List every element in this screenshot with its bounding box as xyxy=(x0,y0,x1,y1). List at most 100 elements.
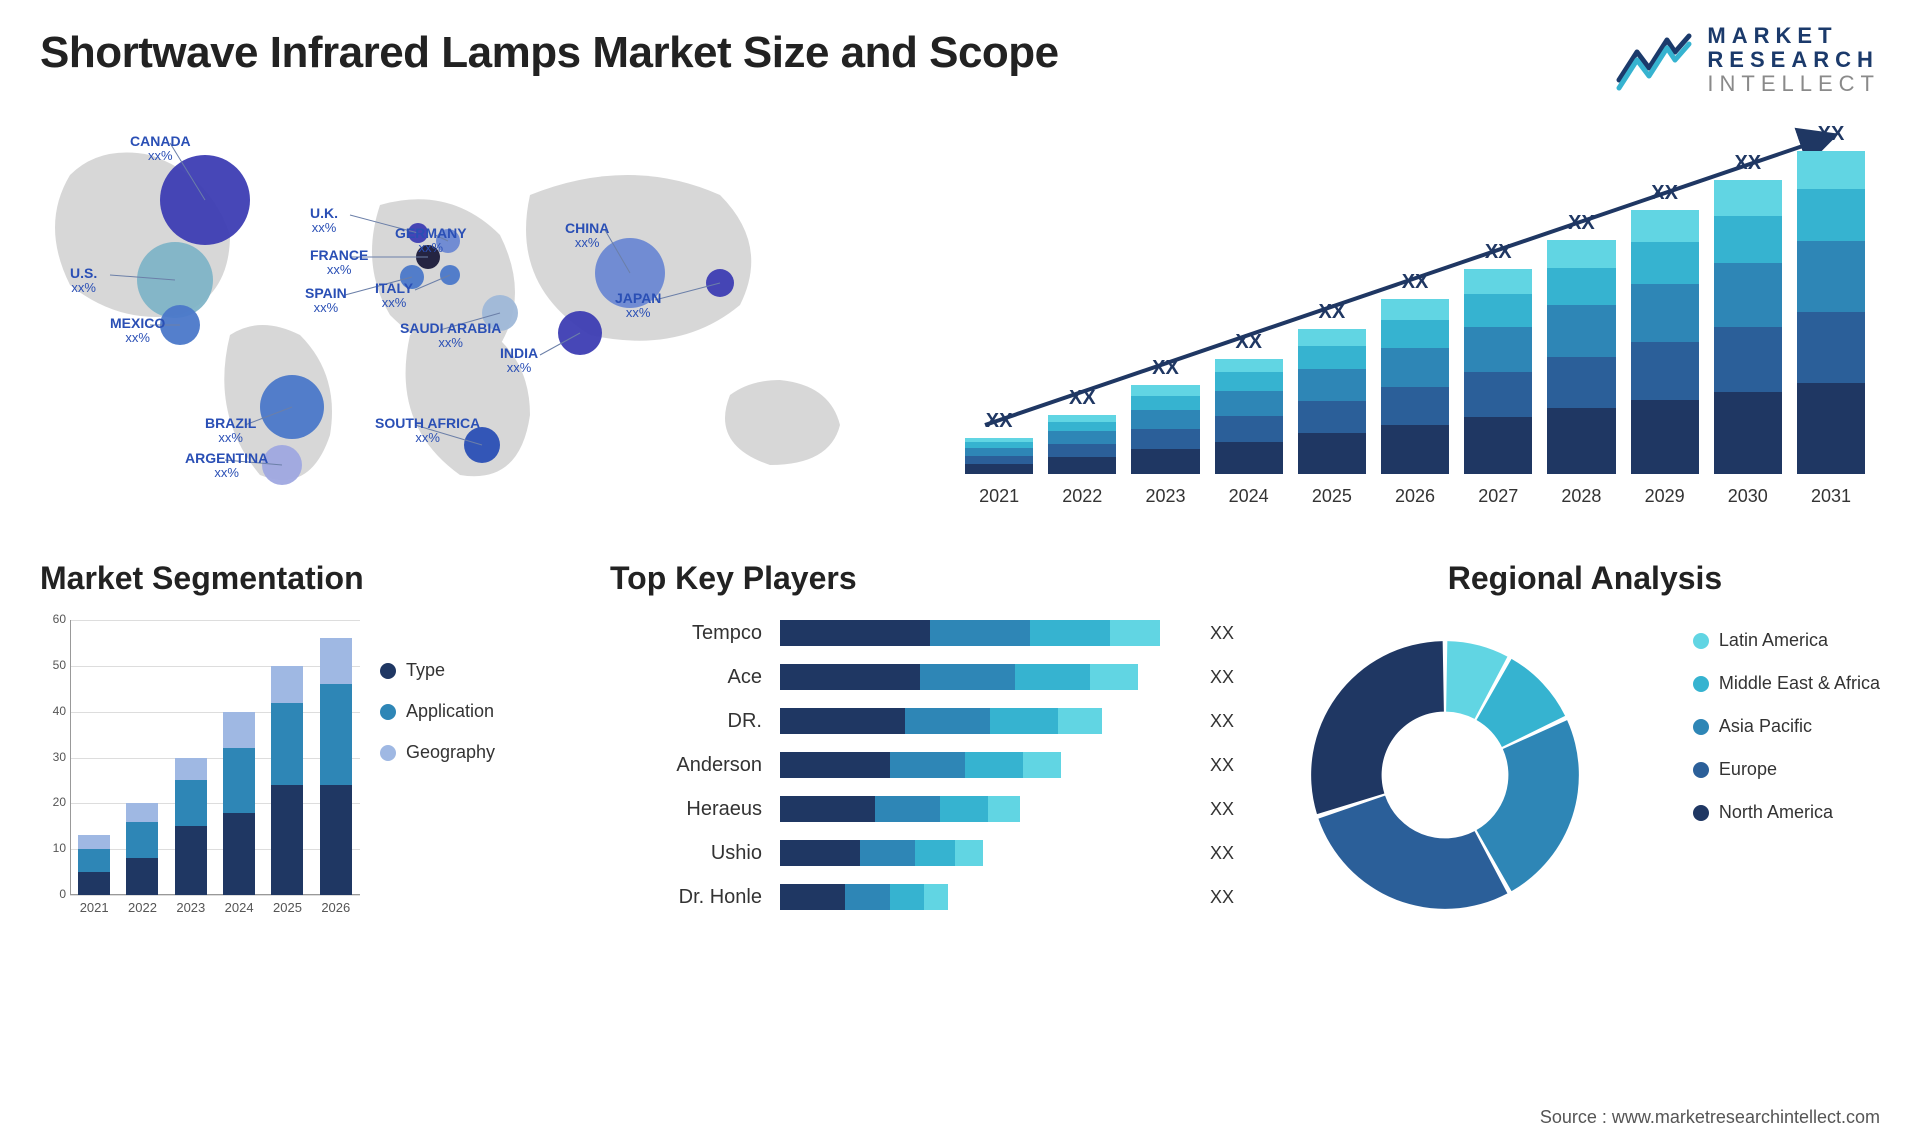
seg-y-tick: 10 xyxy=(40,841,66,855)
legend-label: Europe xyxy=(1719,759,1777,780)
seg-y-tick: 20 xyxy=(40,795,66,809)
tkp-name: DR. xyxy=(610,710,780,733)
seg-y-tick: 40 xyxy=(40,704,66,718)
tkp-value: XX xyxy=(1200,755,1250,776)
seg-seg-type xyxy=(223,813,255,896)
tkp-seg xyxy=(1015,664,1090,690)
seg-seg-type xyxy=(78,872,110,895)
tkp-seg xyxy=(890,884,924,910)
tkp-seg xyxy=(780,752,890,778)
growth-bar-label: XX xyxy=(1714,152,1782,175)
seg-bar-2022 xyxy=(126,803,158,895)
seg-seg-type xyxy=(271,785,303,895)
growth-seg xyxy=(1464,372,1532,417)
growth-seg xyxy=(1547,357,1615,409)
growth-seg xyxy=(1298,401,1366,433)
growth-seg xyxy=(1714,392,1782,474)
tkp-seg xyxy=(905,708,990,734)
tkp-name: Heraeus xyxy=(610,798,780,821)
growth-seg xyxy=(1215,416,1283,441)
tkp-name: Ace xyxy=(610,666,780,689)
growth-x-tick: 2023 xyxy=(1131,480,1199,510)
seg-seg-type xyxy=(126,858,158,895)
segmentation-legend: TypeApplicationGeography xyxy=(380,660,495,763)
tkp-seg xyxy=(780,664,920,690)
growth-seg xyxy=(1298,369,1366,401)
legend-label: Geography xyxy=(406,742,495,763)
tkp-seg xyxy=(1090,664,1138,690)
seg-bar-2021 xyxy=(78,835,110,895)
growth-seg xyxy=(1131,396,1199,410)
growth-seg xyxy=(1631,342,1699,400)
growth-seg xyxy=(1381,348,1449,386)
tkp-seg xyxy=(1023,752,1061,778)
map-label-u-s-: U.S.xx% xyxy=(70,265,97,296)
seg-bar-2024 xyxy=(223,712,255,895)
growth-x-tick: 2028 xyxy=(1547,480,1615,510)
growth-bar-label: XX xyxy=(1298,301,1366,324)
growth-seg xyxy=(1631,400,1699,474)
map-label-spain: SPAINxx% xyxy=(305,285,347,316)
tkp-seg xyxy=(930,620,1030,646)
growth-seg xyxy=(965,448,1033,456)
reg-legend-item: Europe xyxy=(1693,759,1880,780)
seg-seg-application xyxy=(175,780,207,826)
source-line: Source : www.marketresearchintellect.com xyxy=(1540,1107,1880,1128)
legend-label: Latin America xyxy=(1719,630,1828,651)
tkp-name: Ushio xyxy=(610,842,780,865)
growth-seg xyxy=(1547,268,1615,305)
tkp-value: XX xyxy=(1200,711,1250,732)
tkp-bar xyxy=(780,664,1200,690)
seg-seg-application xyxy=(271,703,303,786)
tkp-value: XX xyxy=(1200,623,1250,644)
seg-seg-geography xyxy=(78,835,110,849)
growth-seg xyxy=(1631,210,1699,242)
growth-seg xyxy=(1048,431,1116,444)
tkp-bar xyxy=(780,796,1200,822)
growth-bar-2027: XX xyxy=(1464,269,1532,474)
page-title: Shortwave Infrared Lamps Market Size and… xyxy=(40,28,1059,78)
growth-seg xyxy=(1131,410,1199,430)
tkp-seg xyxy=(780,796,875,822)
map-label-france: FRANCExx% xyxy=(310,247,368,278)
tkp-seg xyxy=(924,884,948,910)
regional-analysis: Regional Analysis Latin AmericaMiddle Ea… xyxy=(1290,560,1880,940)
growth-bar-2021: XX xyxy=(965,438,1033,474)
tkp-value: XX xyxy=(1200,843,1250,864)
top-key-players: Top Key Players TempcoXXAceXXDR.XXAnders… xyxy=(610,560,1250,940)
segmentation-title: Market Segmentation xyxy=(40,560,560,597)
growth-seg xyxy=(1131,429,1199,449)
reg-legend-item: North America xyxy=(1693,802,1880,823)
donut-slice xyxy=(1318,796,1507,909)
tkp-name: Dr. Honle xyxy=(610,886,780,909)
growth-seg xyxy=(1714,180,1782,215)
tkp-bar xyxy=(780,752,1200,778)
logo-text-2: RESEARCH xyxy=(1707,48,1880,72)
growth-seg xyxy=(1381,320,1449,348)
market-segmentation: Market Segmentation 20212022202320242025… xyxy=(40,560,560,940)
map-label-italy: ITALYxx% xyxy=(375,280,413,311)
tkp-seg xyxy=(890,752,965,778)
growth-seg xyxy=(1215,442,1283,474)
map-label-south-africa: SOUTH AFRICAxx% xyxy=(375,415,480,446)
growth-bar-2031: XX xyxy=(1797,151,1865,474)
growth-x-tick: 2022 xyxy=(1048,480,1116,510)
growth-bar-2023: XX xyxy=(1131,385,1199,474)
tkp-value: XX xyxy=(1200,799,1250,820)
tkp-seg xyxy=(990,708,1058,734)
seg-legend-item: Geography xyxy=(380,742,495,763)
growth-x-tick: 2025 xyxy=(1298,480,1366,510)
growth-x-tick: 2030 xyxy=(1714,480,1782,510)
growth-seg xyxy=(1631,284,1699,342)
growth-bar-2029: XX xyxy=(1631,210,1699,474)
growth-bar-label: XX xyxy=(1048,387,1116,410)
seg-legend-item: Type xyxy=(380,660,495,681)
reg-legend-item: Asia Pacific xyxy=(1693,716,1880,737)
growth-seg xyxy=(1131,449,1199,474)
tkp-seg xyxy=(875,796,940,822)
growth-x-tick: 2024 xyxy=(1215,480,1283,510)
growth-seg xyxy=(1797,189,1865,241)
growth-bar-label: XX xyxy=(1215,331,1283,354)
map-label-brazil: BRAZILxx% xyxy=(205,415,256,446)
growth-seg xyxy=(1048,457,1116,474)
